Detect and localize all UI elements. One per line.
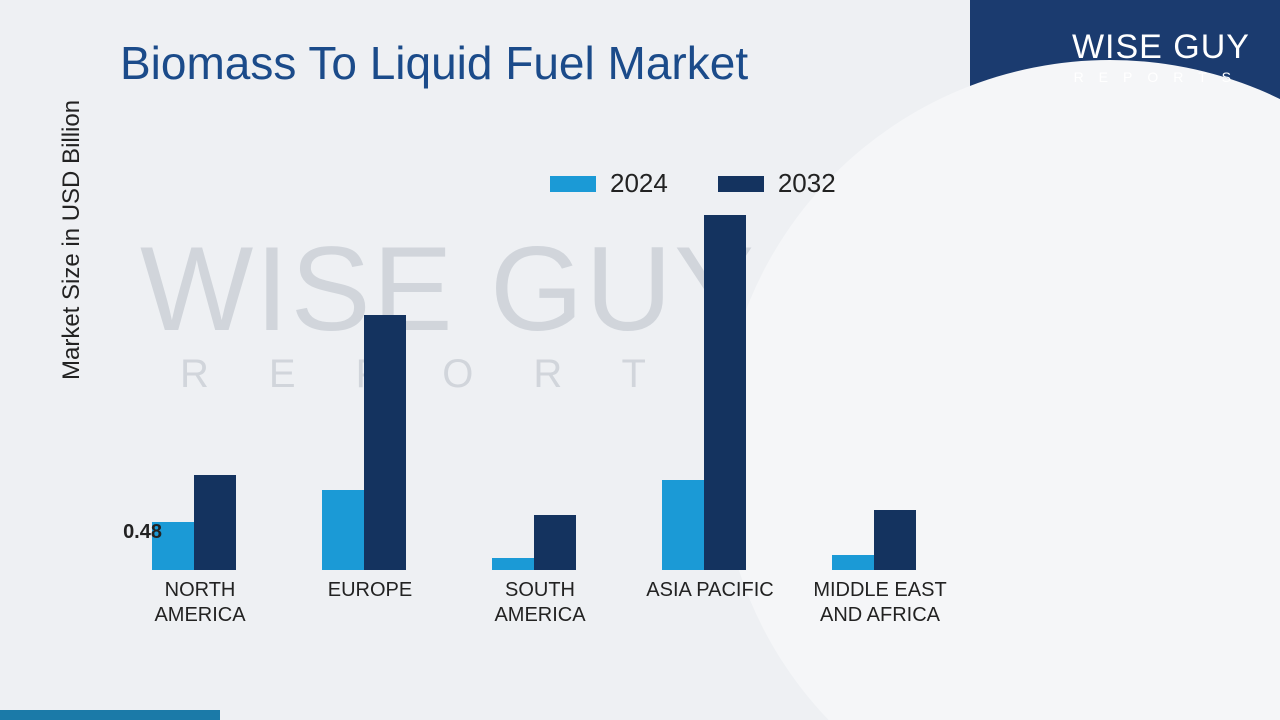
category-label: NORTH AMERICA bbox=[130, 578, 270, 628]
bar-2024 bbox=[832, 555, 874, 570]
bar-2024 bbox=[662, 480, 704, 570]
bar-2032 bbox=[364, 315, 406, 570]
legend-swatch-2024 bbox=[550, 176, 596, 192]
legend-item-2024: 2024 bbox=[550, 168, 668, 199]
stage: WISE GUY REPORTS Biomass To Liquid Fuel … bbox=[0, 0, 1280, 720]
bar-2032 bbox=[194, 475, 236, 570]
bar-2032 bbox=[704, 215, 746, 570]
bar-chart: 0.48NORTH AMERICAEUROPESOUTH AMERICAASIA… bbox=[120, 210, 970, 570]
legend-swatch-2032 bbox=[718, 176, 764, 192]
category-label: ASIA PACIFIC bbox=[640, 578, 780, 603]
category-label: MIDDLE EAST AND AFRICA bbox=[810, 578, 950, 628]
legend-item-2032: 2032 bbox=[718, 168, 836, 199]
chart-title: Biomass To Liquid Fuel Market bbox=[120, 36, 748, 90]
brand-logo: WISE GUY REPORTS bbox=[1072, 28, 1250, 85]
category-label: SOUTH AMERICA bbox=[470, 578, 610, 628]
legend: 2024 2032 bbox=[550, 168, 836, 199]
bottom-accent-bar bbox=[0, 710, 220, 720]
bar-2024 bbox=[322, 490, 364, 570]
bar-2032 bbox=[874, 510, 916, 570]
bar-value-label: 0.48 bbox=[102, 521, 162, 544]
bar-2024 bbox=[492, 558, 534, 570]
y-axis-label: Market Size in USD Billion bbox=[58, 100, 86, 380]
category-label: EUROPE bbox=[300, 578, 440, 603]
legend-label-2032: 2032 bbox=[778, 168, 836, 199]
bar-2032 bbox=[534, 515, 576, 570]
bar-2024: 0.48 bbox=[152, 522, 194, 570]
plot-area: 0.48NORTH AMERICAEUROPESOUTH AMERICAASIA… bbox=[120, 210, 970, 570]
brand-logo-main: WISE GUY bbox=[1072, 28, 1250, 67]
legend-label-2024: 2024 bbox=[610, 168, 668, 199]
brand-logo-sub: REPORTS bbox=[1072, 69, 1250, 85]
